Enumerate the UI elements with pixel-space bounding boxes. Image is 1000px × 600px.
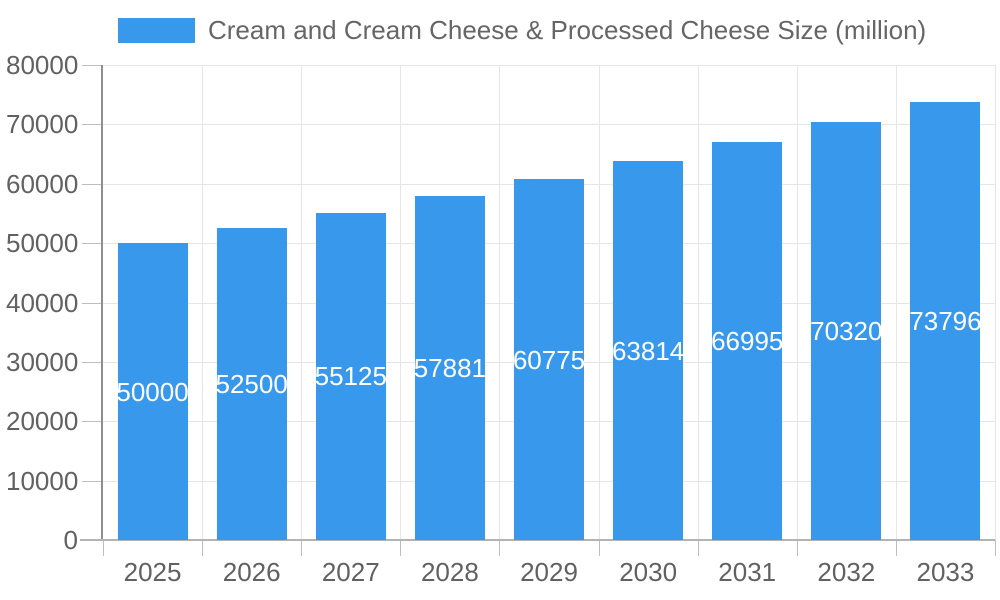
y-tick-mark <box>82 302 103 304</box>
y-axis-tick-label: 20000 <box>6 406 79 437</box>
v-gridline <box>400 65 402 540</box>
bar-value-label: 52500 <box>215 369 288 400</box>
bar-value-label: 73796 <box>909 305 982 336</box>
x-axis-line <box>80 539 995 541</box>
x-axis-tick-label: 2031 <box>718 557 777 587</box>
x-tick-mark <box>598 540 600 556</box>
bar-value-label: 60775 <box>512 344 586 375</box>
bar-2029[interactable] <box>514 179 584 540</box>
legend-item[interactable]: Cream and Cream Cheese & Processed Chees… <box>118 17 926 43</box>
bar-2030[interactable] <box>613 161 684 540</box>
v-gridline <box>895 65 897 540</box>
v-gridline <box>202 65 204 540</box>
x-tick-mark <box>400 540 402 556</box>
x-axis-tick-label: 2030 <box>619 557 678 587</box>
bar-value-label: 55125 <box>314 361 387 392</box>
y-axis-tick-label: 60000 <box>6 168 79 199</box>
v-gridline <box>301 65 303 540</box>
bar-2033[interactable] <box>910 101 981 540</box>
y-tick-mark <box>82 421 103 423</box>
x-axis-tick-label: 2025 <box>123 557 182 587</box>
x-tick-mark <box>995 540 996 556</box>
y-tick-mark <box>82 124 103 126</box>
x-axis-tick-label: 2033 <box>916 557 975 587</box>
y-axis-tick-label: 40000 <box>6 287 79 318</box>
bar-2025[interactable] <box>117 243 188 540</box>
x-axis-tick-label: 2029 <box>520 557 578 587</box>
x-tick-mark <box>103 540 104 556</box>
v-gridline <box>995 65 996 540</box>
y-tick-mark <box>82 243 103 245</box>
bar-2032[interactable] <box>811 122 882 540</box>
v-gridline <box>499 65 501 540</box>
bar-2031[interactable] <box>712 142 783 540</box>
x-tick-mark <box>895 540 897 556</box>
y-axis-tick-label: 50000 <box>6 228 79 259</box>
y-axis-tick-label: 80000 <box>6 50 79 80</box>
v-gridline <box>697 65 699 540</box>
bar-value-label: 70320 <box>810 316 883 347</box>
legend-label: Cream and Cream Cheese & Processed Chees… <box>208 15 927 45</box>
h-gridline <box>103 65 995 66</box>
x-axis-tick-label: 2032 <box>817 557 876 587</box>
y-axis-tick-label: 30000 <box>6 346 79 377</box>
legend-swatch <box>118 17 195 43</box>
y-axis-line <box>101 65 103 540</box>
x-tick-mark <box>796 540 798 556</box>
bar-value-label: 66995 <box>711 326 784 357</box>
x-axis-tick-label: 2027 <box>321 557 380 587</box>
v-gridline <box>796 65 798 540</box>
y-axis-tick-label: 0 <box>63 525 78 555</box>
bar-2027[interactable] <box>315 212 386 540</box>
y-axis-tick-label: 70000 <box>6 109 79 140</box>
bar-2028[interactable] <box>414 196 485 540</box>
y-tick-mark <box>82 65 103 66</box>
y-axis-tick-label: 10000 <box>6 465 79 496</box>
bar-value-label: 50000 <box>116 376 189 407</box>
h-gridline <box>103 124 995 126</box>
x-tick-mark <box>499 540 501 556</box>
x-tick-mark <box>202 540 204 556</box>
x-axis-tick-label: 2026 <box>222 557 281 587</box>
x-tick-mark <box>697 540 699 556</box>
x-tick-mark <box>301 540 303 556</box>
bar-value-label: 63814 <box>611 335 685 366</box>
x-axis-tick-label: 2028 <box>420 557 479 587</box>
bar-2026[interactable] <box>216 228 287 540</box>
y-tick-mark <box>82 361 103 363</box>
y-tick-mark <box>82 183 103 185</box>
y-tick-mark <box>82 480 103 482</box>
v-gridline <box>598 65 600 540</box>
bar-value-label: 57881 <box>413 353 487 384</box>
